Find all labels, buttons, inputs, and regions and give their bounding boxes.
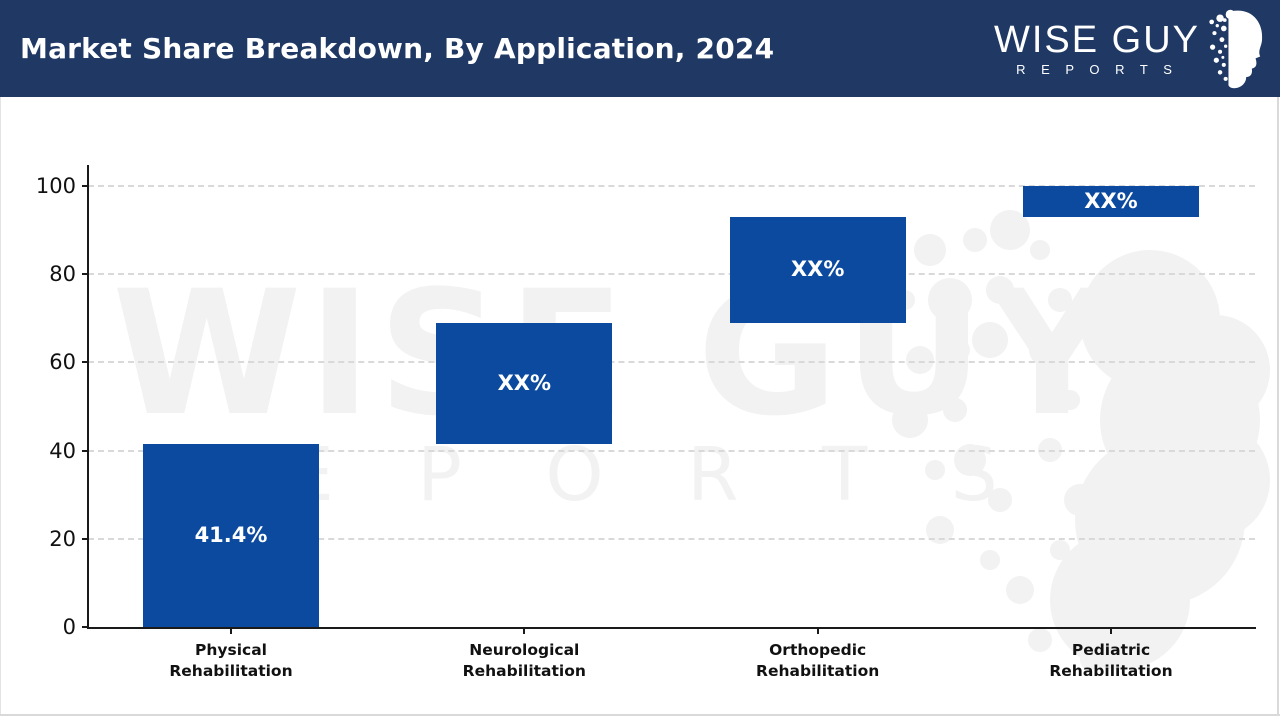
y-axis-tick	[82, 185, 88, 187]
x-axis-category-label: Physical Rehabilitation	[121, 640, 341, 682]
y-axis-line	[87, 165, 89, 629]
x-axis-category-label: Pediatric Rehabilitation	[1001, 640, 1221, 682]
y-axis-tick-label: 20	[49, 526, 76, 551]
page-title: Market Share Breakdown, By Application, …	[20, 32, 775, 65]
gridline-y80	[88, 273, 1255, 276]
bar-value-label: XX%	[790, 257, 845, 282]
category-line2: Rehabilitation	[756, 661, 880, 680]
bar-segment-1: 41.4%	[143, 444, 319, 627]
y-axis-tick	[82, 449, 88, 452]
gridline-y40	[88, 449, 1255, 452]
gridline-y100	[88, 185, 1255, 187]
logo-subtitle: R E P O R T S	[1016, 62, 1178, 77]
wise-guy-reports-logo: WISE GUY R E P O R T S	[994, 6, 1266, 92]
bar-value-label: XX%	[497, 371, 552, 396]
x-axis-tick	[523, 628, 526, 634]
y-axis-tick	[82, 537, 88, 540]
x-axis-tick	[1110, 628, 1112, 634]
frame-left-line	[0, 97, 1, 716]
category-line1: Pediatric	[1071, 641, 1151, 659]
x-axis-tick	[230, 628, 232, 634]
category-line2: Rehabilitation	[169, 661, 293, 680]
y-axis-tick	[82, 273, 88, 276]
category-line1: Physical	[195, 641, 267, 659]
y-axis-tick-label: 60	[49, 350, 76, 375]
x-axis-line	[87, 627, 1256, 629]
y-axis-tick-label: 40	[49, 438, 76, 463]
category-line2: Rehabilitation	[1049, 661, 1173, 680]
y-axis-tick	[82, 361, 88, 364]
bar-segment-2: XX%	[436, 322, 613, 445]
bar-segment-4: XX%	[1023, 186, 1199, 217]
frame-bottom-line	[0, 714, 1280, 716]
x-axis-category-label: Neurological Rehabilitation	[414, 640, 634, 682]
category-line2: Rehabilitation	[462, 661, 586, 680]
logo-text: WISE GUY R E P O R T S	[994, 21, 1200, 77]
logo-face-icon	[1209, 9, 1263, 89]
x-axis-tick	[816, 628, 819, 634]
y-axis-tick-label: 80	[49, 262, 76, 287]
bar-segment-3: XX%	[729, 216, 906, 323]
category-line1: Neurological	[469, 641, 580, 659]
bar-value-label: XX%	[1084, 188, 1138, 213]
x-axis-category-label: Orthopedic Rehabilitation	[708, 640, 928, 682]
y-axis-tick-label: 0	[62, 615, 76, 639]
y-axis-tick-label: 100	[35, 174, 76, 198]
frame-right-line	[1277, 97, 1279, 716]
logo-wordmark: WISE GUY	[993, 19, 1200, 61]
gridline-y20	[88, 537, 1255, 540]
gridline-y60	[88, 361, 1255, 364]
bar-value-label: 41.4%	[194, 523, 268, 548]
header-bar: Market Share Breakdown, By Application, …	[0, 0, 1280, 97]
category-line1: Orthopedic	[769, 641, 867, 659]
y-axis-tick	[82, 626, 88, 628]
